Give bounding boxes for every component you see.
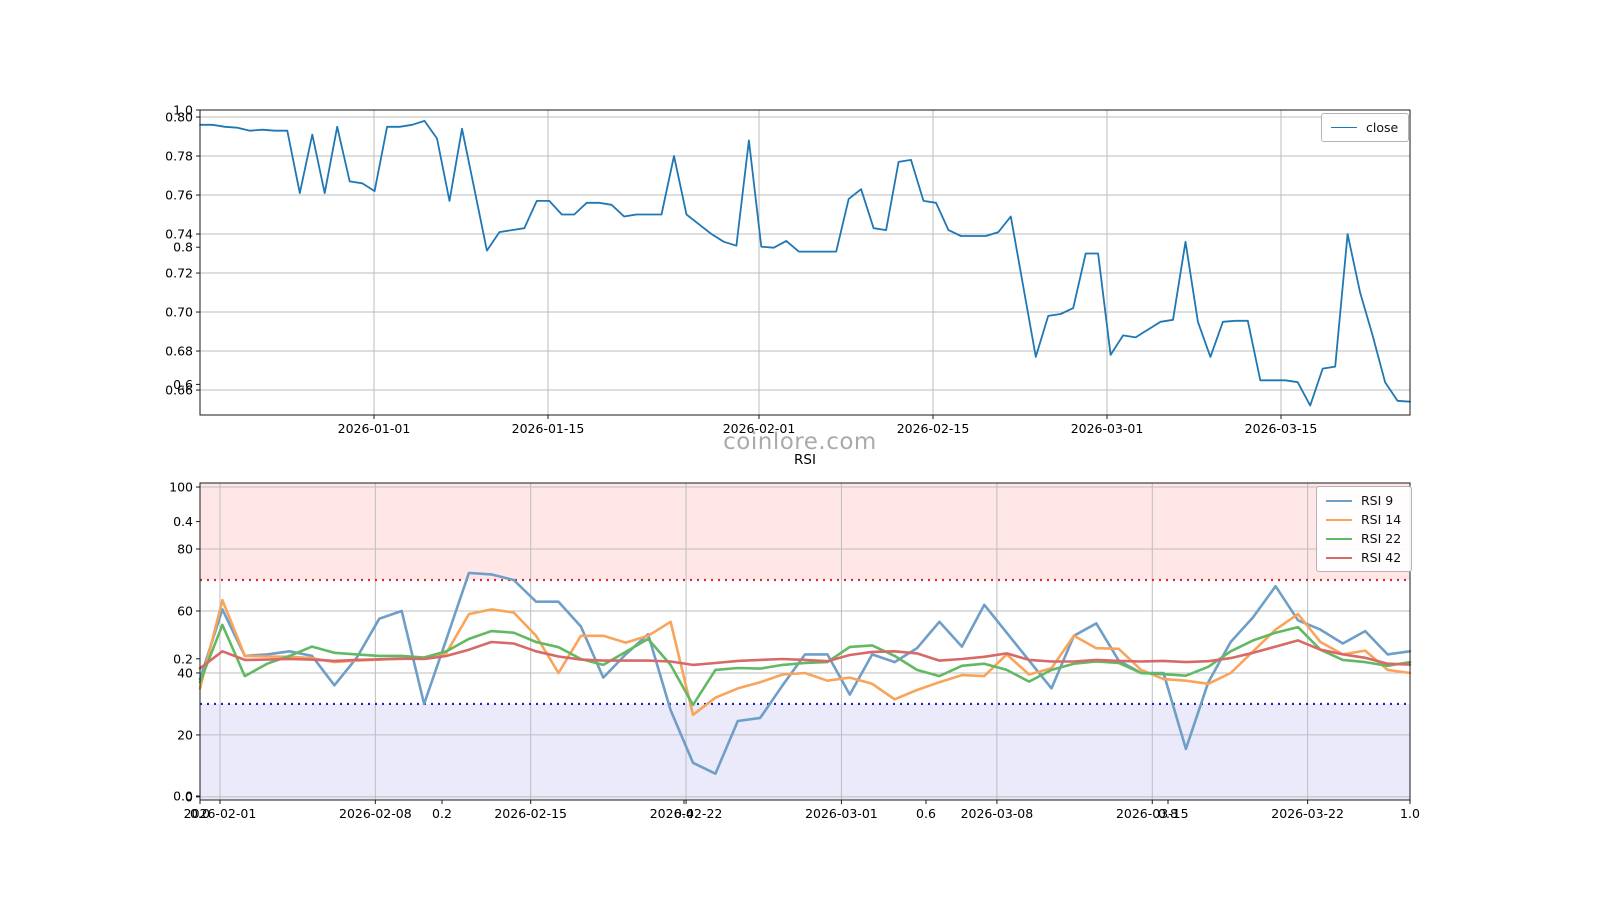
y-tick-label: 0.78 [165, 149, 193, 164]
y-tick-label: 80 [177, 542, 193, 557]
legend-rsi: RSI 9 RSI 14 RSI 22 RSI 42 [1316, 486, 1413, 572]
x-tick-label: 2026-02-01 [184, 806, 257, 821]
overlay-y-tick-label: 0.0 [173, 789, 193, 804]
legend-entry: RSI 9 [1326, 491, 1401, 510]
x-tick-label: 2026-02-01 [723, 421, 796, 436]
overlay-y-tick-label: 0.8 [173, 240, 193, 255]
legend-line-sample [1326, 518, 1352, 521]
legend-label: close [1366, 120, 1399, 135]
x-tick-label: 2026-03-15 [1245, 421, 1318, 436]
overlay-x-tick-label: 0.2 [432, 806, 452, 821]
axes-frame [199, 109, 1411, 416]
y-tick-label: 0.74 [165, 227, 193, 242]
overlay-y-tick-label: 0.2 [173, 651, 193, 666]
x-tick-label: 2026-03-01 [1071, 421, 1144, 436]
x-tick-label: 2026-01-15 [512, 421, 585, 436]
rsi-9-line [198, 571, 1412, 776]
y-tick-label: 0.76 [165, 188, 193, 203]
y-tick-label: 0.70 [165, 305, 193, 320]
overlay-x-tick-label: 0.8 [1158, 806, 1178, 821]
x-tick-label: 2026-02-15 [494, 806, 567, 821]
y-tick-label: 0.80 [165, 110, 193, 125]
x-tick-label: 2026-02-15 [897, 421, 970, 436]
legend-entry: RSI 22 [1326, 529, 1401, 548]
overbought-band [200, 483, 1410, 580]
legend-label: RSI 9 [1361, 493, 1394, 508]
rsi-chart-title: RSI [794, 452, 816, 468]
legend-label: RSI 42 [1361, 550, 1402, 565]
legend-entry: RSI 42 [1326, 548, 1401, 567]
overlay-x-tick-label: 0.4 [674, 806, 694, 821]
x-tick-label: 2026-03-08 [961, 806, 1034, 821]
overlay-x-tick-label: 0.6 [916, 806, 936, 821]
y-tick-label: 0.72 [165, 266, 193, 281]
x-tick-label: 2026-03-01 [805, 806, 878, 821]
legend-label: RSI 22 [1361, 531, 1402, 546]
overlay-y-tick-label: 0.4 [173, 514, 193, 529]
overlay-x-tick-label: 0.0 [190, 806, 210, 821]
x-tick-label: 2026-03-22 [1271, 806, 1344, 821]
axes-frame [199, 482, 1411, 801]
x-tick-label: 2026-02-08 [339, 806, 412, 821]
rsi-22-line [198, 623, 1412, 707]
y-tick-label: 0.68 [165, 344, 193, 359]
overlay-y-tick-label: 0.6 [173, 377, 193, 392]
legend-line-sample [1331, 127, 1357, 128]
y-tick-label: 20 [177, 727, 193, 742]
rsi-42-line [198, 639, 1412, 670]
legend-close: close [1321, 113, 1410, 142]
y-tick-label: 100 [169, 480, 193, 495]
close-line [199, 120, 1411, 407]
legend-line-sample [1326, 499, 1352, 502]
y-tick-label: 40 [177, 665, 193, 680]
legend-line-sample [1326, 537, 1352, 540]
x-tick-label: 2026-01-01 [338, 421, 411, 436]
x-tick-label: 2026-03-15 [1116, 806, 1189, 821]
x-tick-label: 2026-02-22 [650, 806, 723, 821]
oversold-band [200, 703, 1410, 800]
watermark: coinlore.com [723, 429, 877, 455]
overlay-y-tick-label: 1.0 [173, 103, 193, 118]
y-tick-label: 0.66 [165, 383, 193, 398]
legend-entry: close [1331, 118, 1398, 137]
legend-label: RSI 14 [1361, 512, 1402, 527]
overlay-x-tick-label: 1.0 [1400, 806, 1420, 821]
legend-line-sample [1326, 556, 1352, 559]
y-tick-label: 0 [185, 789, 193, 804]
legend-entry: RSI 14 [1326, 510, 1401, 529]
y-tick-label: 60 [177, 603, 193, 618]
